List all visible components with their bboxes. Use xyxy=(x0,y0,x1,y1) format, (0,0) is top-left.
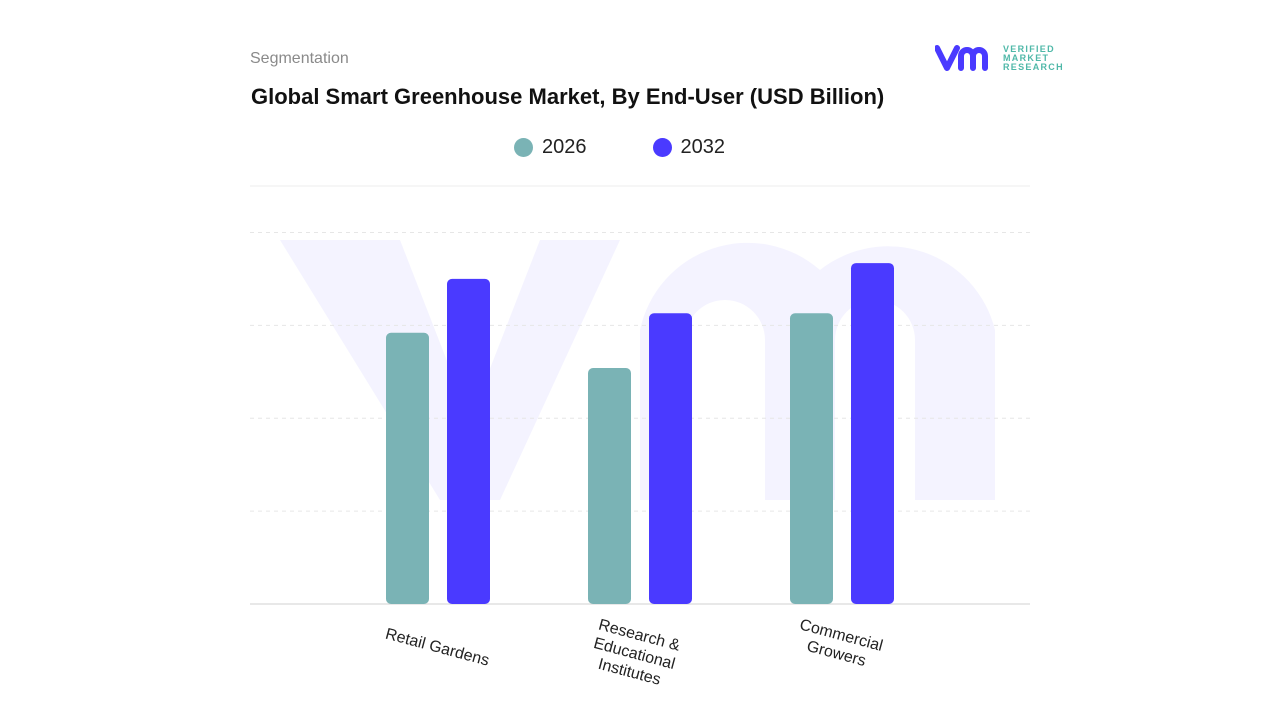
legend-dot-2026 xyxy=(514,138,533,157)
x-label-0: Retail Gardens xyxy=(383,626,490,670)
legend-dot-2032 xyxy=(652,138,672,157)
vmr-logo: VERIFIED MARKET RESEARCH xyxy=(935,44,1064,72)
legend-label-2026: 2026 xyxy=(542,136,587,158)
section-label: Segmentation xyxy=(250,50,349,67)
legend-item-2026[interactable]: 2026 xyxy=(514,136,587,159)
bar-2026-0[interactable] xyxy=(386,332,429,604)
bar-2032-1[interactable] xyxy=(649,313,692,604)
logo-line1: VERIFIED xyxy=(1003,43,1055,54)
gridlines xyxy=(250,185,1030,605)
logo-line3: RESEARCH xyxy=(1003,61,1064,72)
x-tick-label: Retail Gardens xyxy=(383,626,490,670)
bar-2032-0[interactable] xyxy=(447,278,490,604)
bar-2026-1[interactable] xyxy=(588,368,631,604)
legend-item-2032[interactable]: 2032 xyxy=(652,136,726,159)
legend: 2026 2032 xyxy=(514,136,725,159)
logo-line2: MARKET xyxy=(1003,52,1050,63)
vmr-logo-mark xyxy=(935,45,988,71)
bar-2026-2[interactable] xyxy=(790,313,833,604)
bars xyxy=(386,263,894,604)
legend-label-2032: 2032 xyxy=(680,136,726,158)
chart-title: Global Smart Greenhouse Market, By End-U… xyxy=(251,84,885,109)
bar-2032-2[interactable] xyxy=(851,263,894,604)
x-axis-labels: Retail Gardens Research &EducationalInsti… xyxy=(383,616,885,689)
